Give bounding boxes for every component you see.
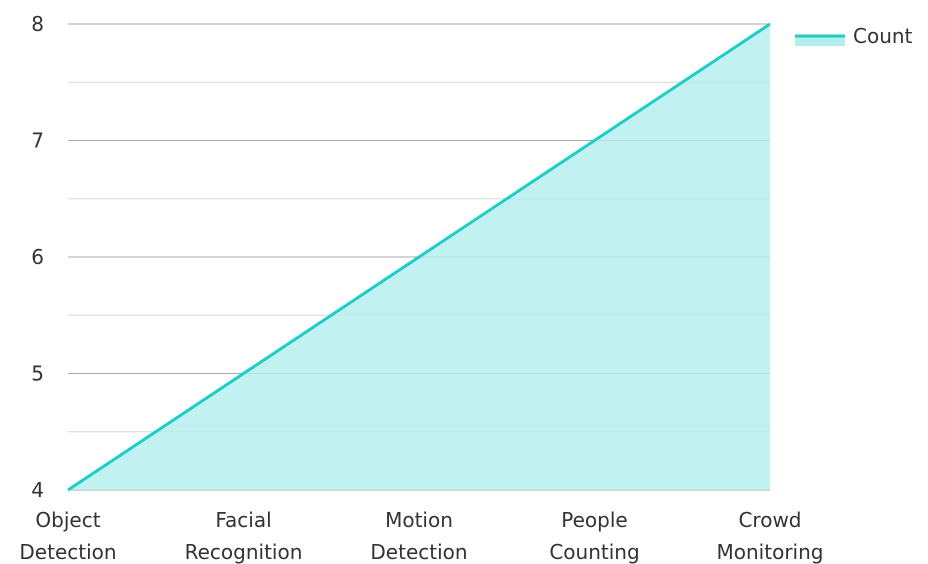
x-tick-label: People Counting bbox=[549, 508, 639, 564]
y-tick-label: 5 bbox=[31, 362, 44, 386]
y-tick-label: 4 bbox=[31, 478, 44, 502]
y-axis: 4 5 6 7 8 bbox=[31, 12, 44, 502]
x-tick-label: Facial Recognition bbox=[185, 508, 303, 564]
x-axis: Object Detection Facial Recognition Motion De… bbox=[19, 508, 823, 564]
x-tick-label: Motion Detection bbox=[370, 508, 467, 564]
x-tick-label: Object Detection bbox=[19, 508, 116, 564]
legend-swatch-count bbox=[795, 36, 845, 46]
series-line-count bbox=[67, 22, 771, 492]
legend[interactable]: Count bbox=[795, 24, 913, 48]
x-tick-label: Crowd Monitoring bbox=[717, 508, 824, 564]
y-tick-label: 7 bbox=[31, 129, 44, 153]
y-tick-label: 8 bbox=[31, 12, 44, 36]
legend-label-count: Count bbox=[853, 24, 913, 48]
y-tick-label: 6 bbox=[31, 245, 44, 269]
